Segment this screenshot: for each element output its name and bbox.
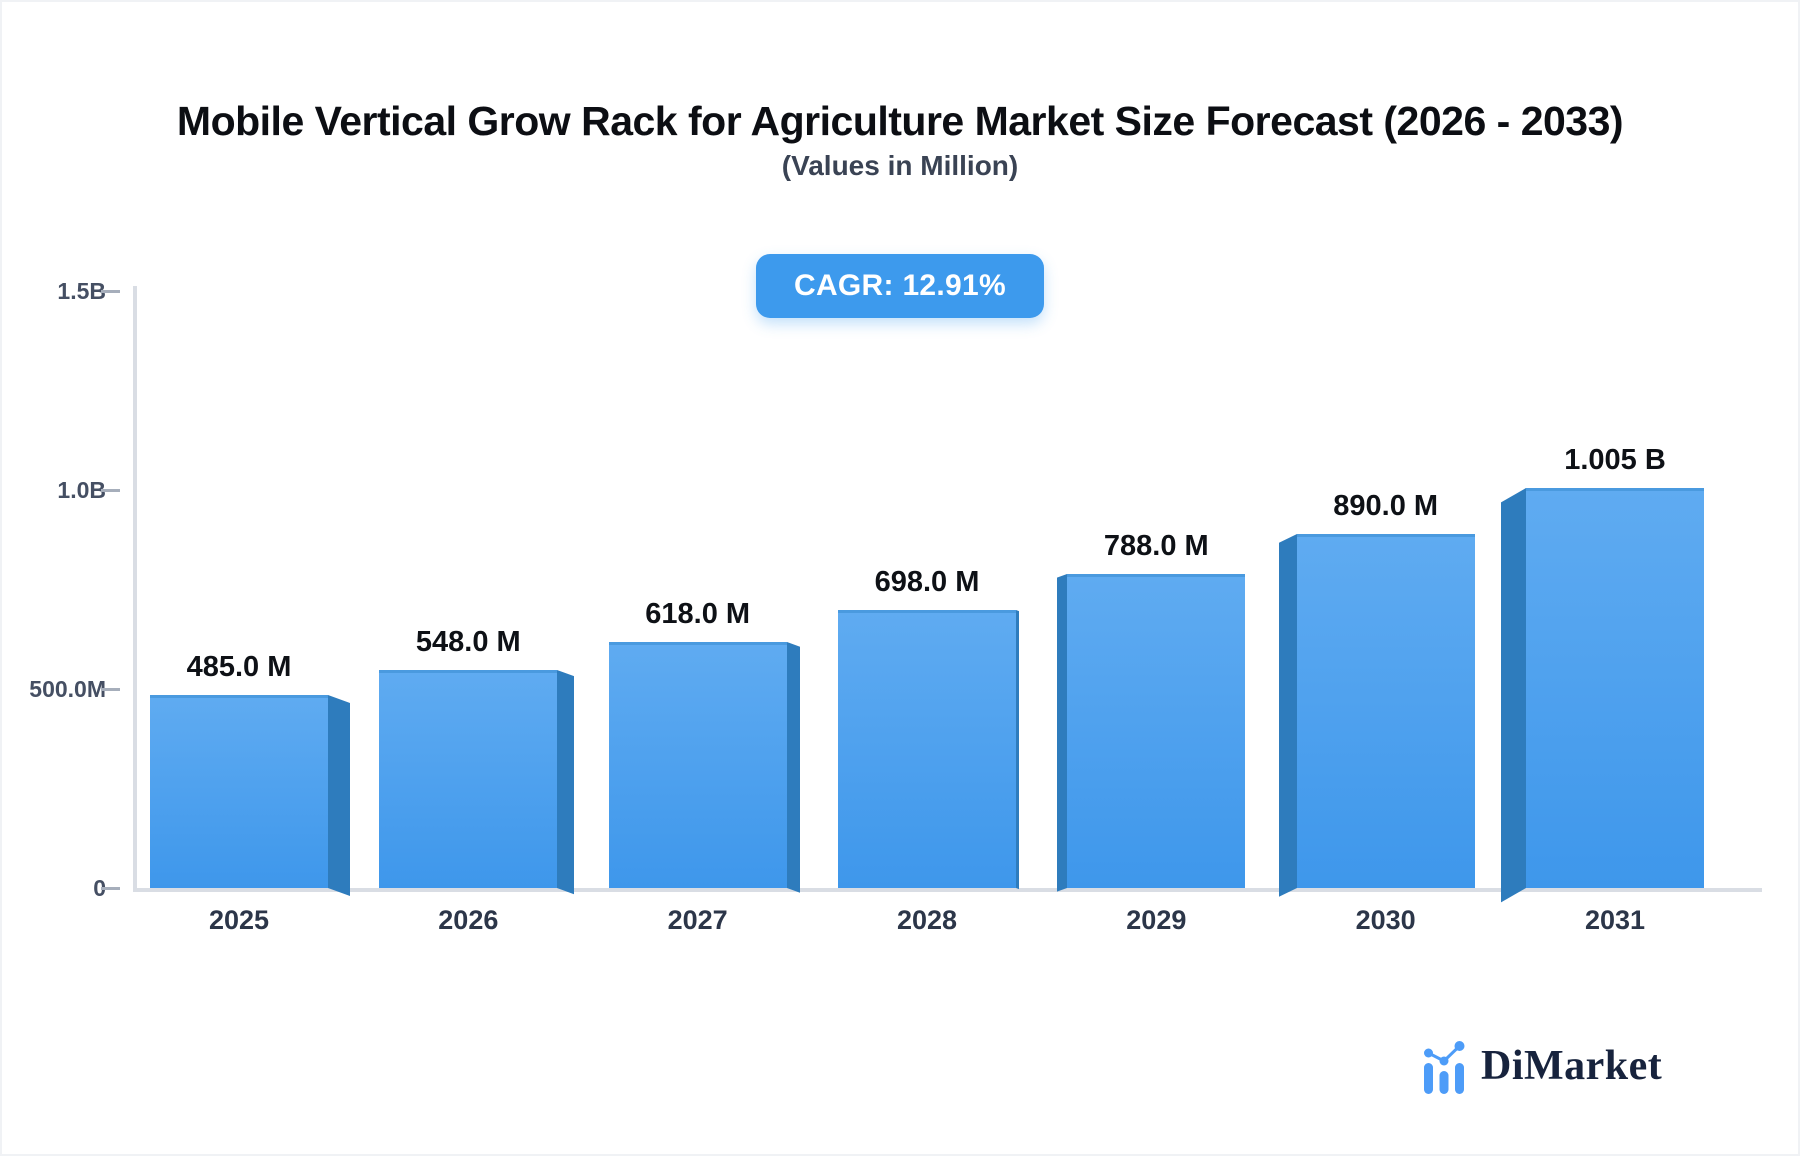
- bar-3d-side: [786, 642, 800, 893]
- bar-2025[interactable]: [150, 694, 328, 888]
- bar-value-label: 788.0 M: [1103, 530, 1209, 563]
- x-axis-label-2030: 2030: [1355, 905, 1416, 935]
- bar-3d-side: [328, 694, 350, 896]
- y-axis-label: 500.0M: [29, 676, 106, 702]
- y-axis-tick: [101, 886, 120, 890]
- dimarket-logo: DiMarket: [1422, 1038, 1662, 1094]
- bar-3d-side: [1501, 488, 1526, 903]
- bar-2026[interactable]: [379, 669, 558, 888]
- bar-value-label: 1.005 B: [1564, 444, 1666, 476]
- bar-value-label: 698.0 M: [874, 566, 980, 599]
- x-axis-label-2028: 2028: [896, 905, 958, 935]
- chart-title: Mobile Vertical Grow Rack for Agricultur…: [176, 98, 1624, 144]
- bar-line-chart-icon: [1424, 1041, 1465, 1094]
- bar-3d-side: [1278, 533, 1297, 897]
- y-axis-label: 1.5B: [57, 278, 106, 304]
- bar-2029[interactable]: [1067, 574, 1246, 888]
- bar-value-label: 548.0 M: [415, 625, 521, 658]
- bar-value-label: 485.0 M: [186, 650, 292, 683]
- y-axis-label: 1.0B: [57, 477, 106, 503]
- bar-value-label: 890.0 M: [1333, 489, 1439, 522]
- bar-2027[interactable]: [608, 642, 787, 888]
- y-axis-tick: [101, 289, 120, 293]
- x-axis-baseline: [133, 888, 1762, 892]
- x-axis-label-2027: 2027: [667, 905, 728, 935]
- x-axis-label-2025: 2025: [208, 905, 270, 935]
- logo-text: DiMarket: [1481, 1043, 1663, 1089]
- bar-3d-side: [557, 669, 575, 895]
- y-axis-line: [133, 286, 137, 892]
- x-axis-label-2026: 2026: [438, 905, 499, 935]
- bar-2031[interactable]: [1526, 488, 1704, 888]
- x-axis-label-2031: 2031: [1584, 905, 1646, 935]
- y-axis-tick: [101, 488, 120, 492]
- bar-3d-side: [1057, 574, 1068, 892]
- bar-3d-side: [1016, 610, 1019, 890]
- bar-2030[interactable]: [1296, 533, 1475, 888]
- x-axis-label-2029: 2029: [1126, 905, 1187, 935]
- cagr-badge: CAGR: 12.91%: [755, 254, 1045, 318]
- y-axis-tick: [101, 687, 120, 691]
- chart-subtitle: (Values in Million): [781, 150, 1019, 181]
- bar-value-label: 618.0 M: [645, 598, 751, 631]
- y-axis-label: 0: [93, 875, 106, 901]
- bar-2028[interactable]: [838, 610, 1016, 888]
